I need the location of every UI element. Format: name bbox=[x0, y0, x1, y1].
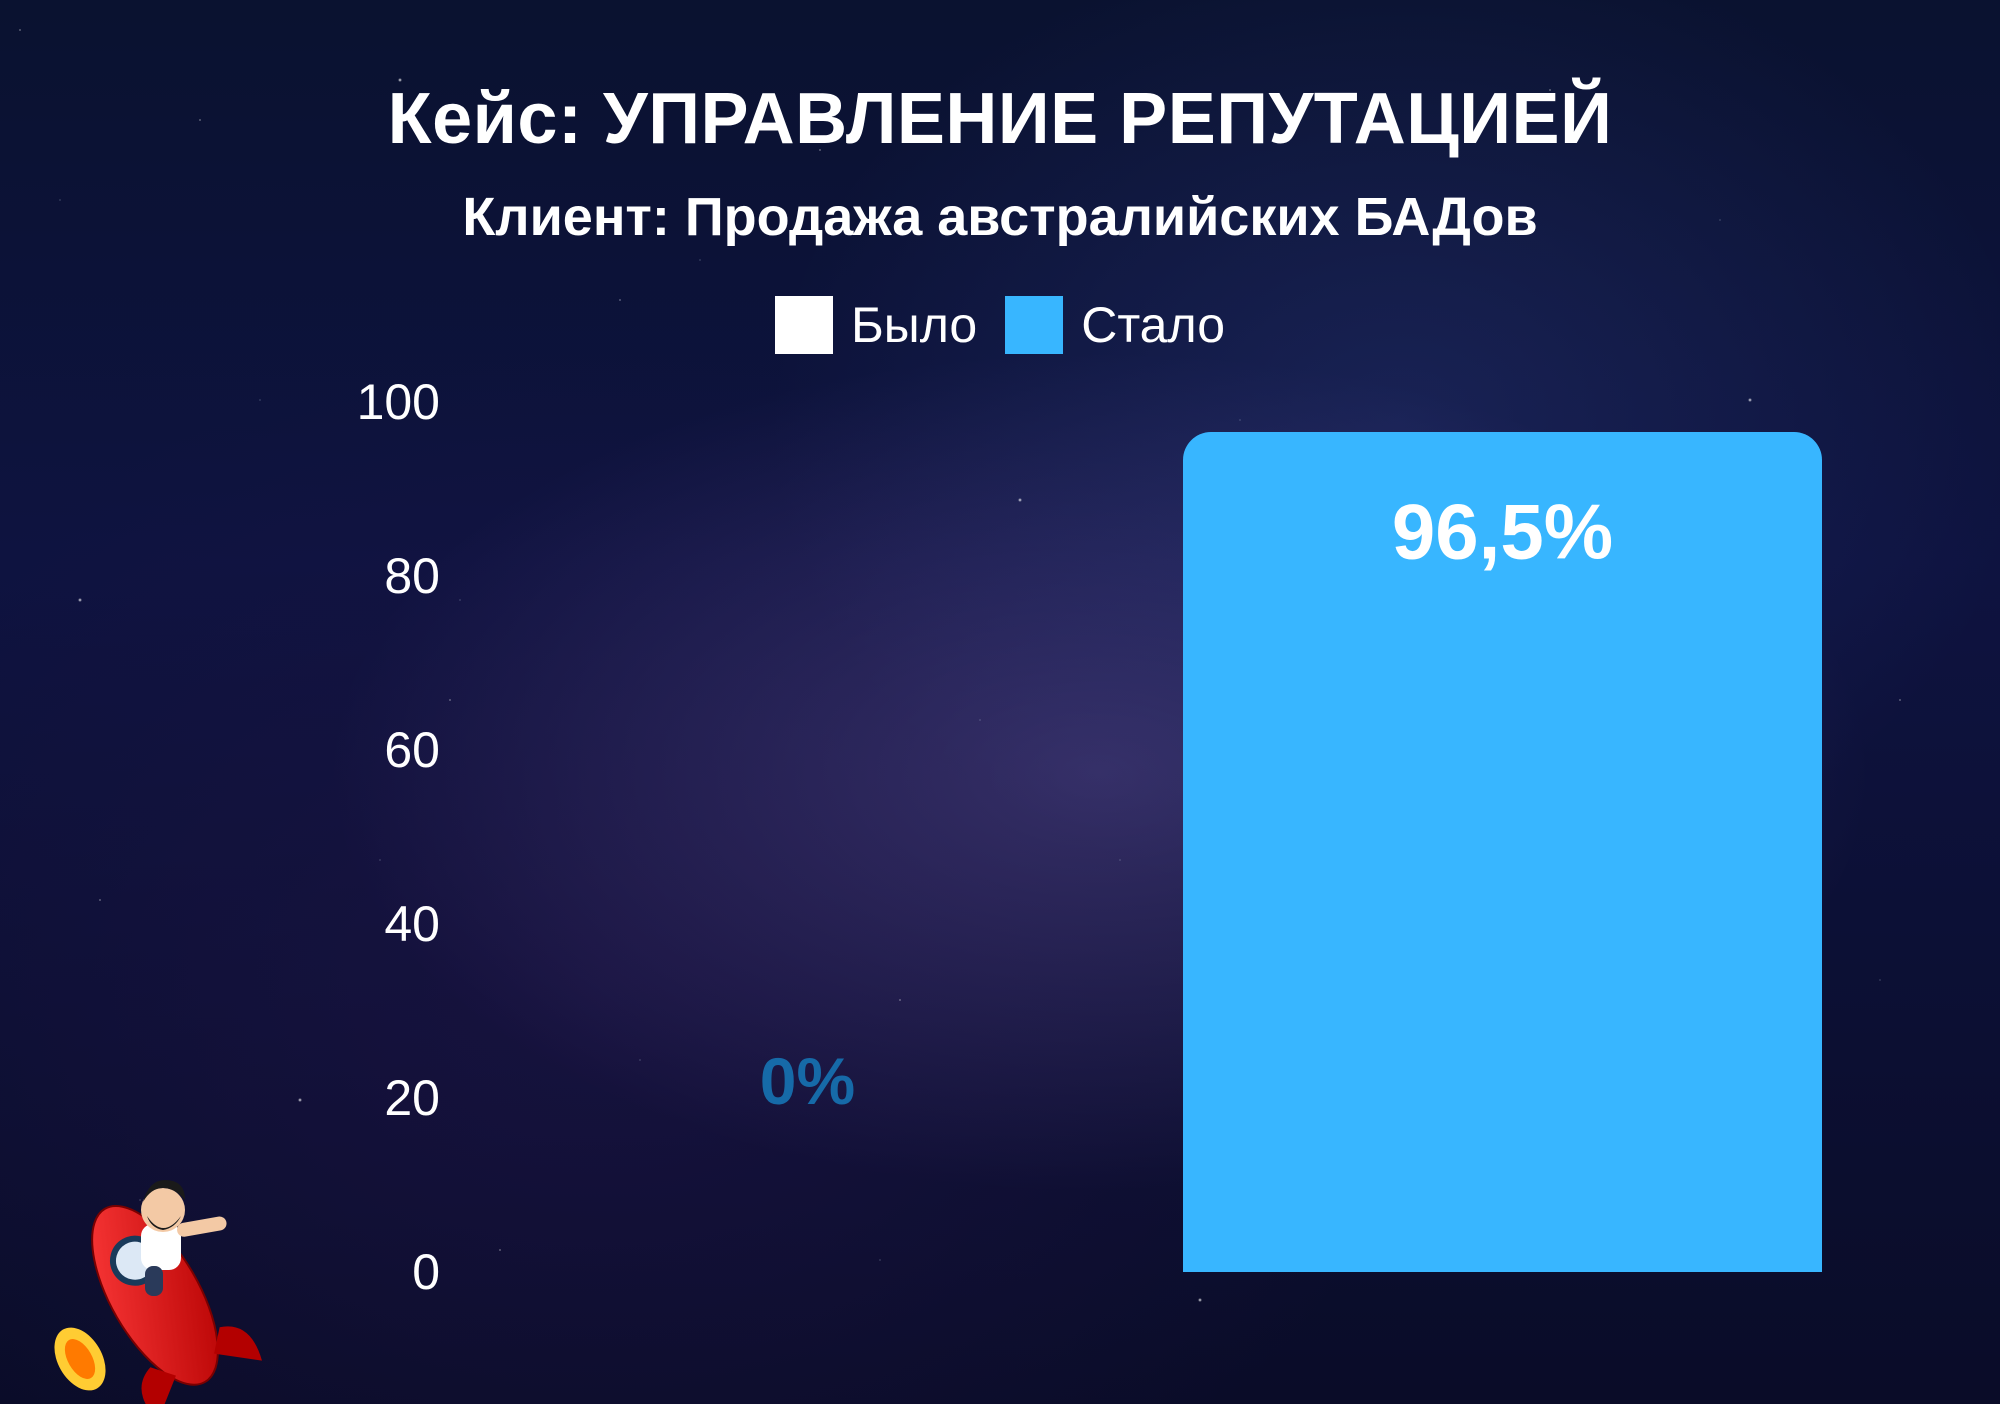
legend-item-after: Стало bbox=[1005, 296, 1225, 354]
legend-swatch-after bbox=[1005, 296, 1063, 354]
bars-container: 0% 96,5% bbox=[460, 402, 1850, 1272]
rocket-with-rider-icon bbox=[20, 1124, 300, 1404]
y-tick: 60 bbox=[290, 721, 440, 779]
y-tick: 40 bbox=[290, 895, 440, 953]
bar-label-before: 0% bbox=[760, 1043, 855, 1119]
bar-slot-after: 96,5% bbox=[1155, 402, 1850, 1272]
y-tick: 80 bbox=[290, 547, 440, 605]
chart-legend: Было Стало bbox=[0, 296, 2000, 354]
plot-area: 0% 96,5% bbox=[460, 402, 1850, 1272]
bar-chart: 0 20 40 60 80 100 0% 96,5% bbox=[290, 372, 1850, 1302]
y-tick: 0 bbox=[290, 1243, 440, 1301]
legend-swatch-before bbox=[775, 296, 833, 354]
slide-content: Кейс: УПРАВЛЕНИЕ РЕПУТАЦИЕЙ Клиент: Прод… bbox=[0, 0, 2000, 1404]
legend-item-before: Было bbox=[775, 296, 977, 354]
slide-title: Кейс: УПРАВЛЕНИЕ РЕПУТАЦИЕЙ bbox=[0, 78, 2000, 160]
slide-subtitle: Клиент: Продажа австралийских БАДов bbox=[0, 186, 2000, 248]
legend-label-after: Стало bbox=[1081, 296, 1225, 354]
bar-label-after: 96,5% bbox=[1392, 487, 1613, 578]
bar-slot-before: 0% bbox=[460, 402, 1155, 1272]
y-tick: 100 bbox=[290, 373, 440, 431]
y-tick: 20 bbox=[290, 1069, 440, 1127]
y-axis: 0 20 40 60 80 100 bbox=[290, 372, 440, 1302]
legend-label-before: Было bbox=[851, 296, 977, 354]
